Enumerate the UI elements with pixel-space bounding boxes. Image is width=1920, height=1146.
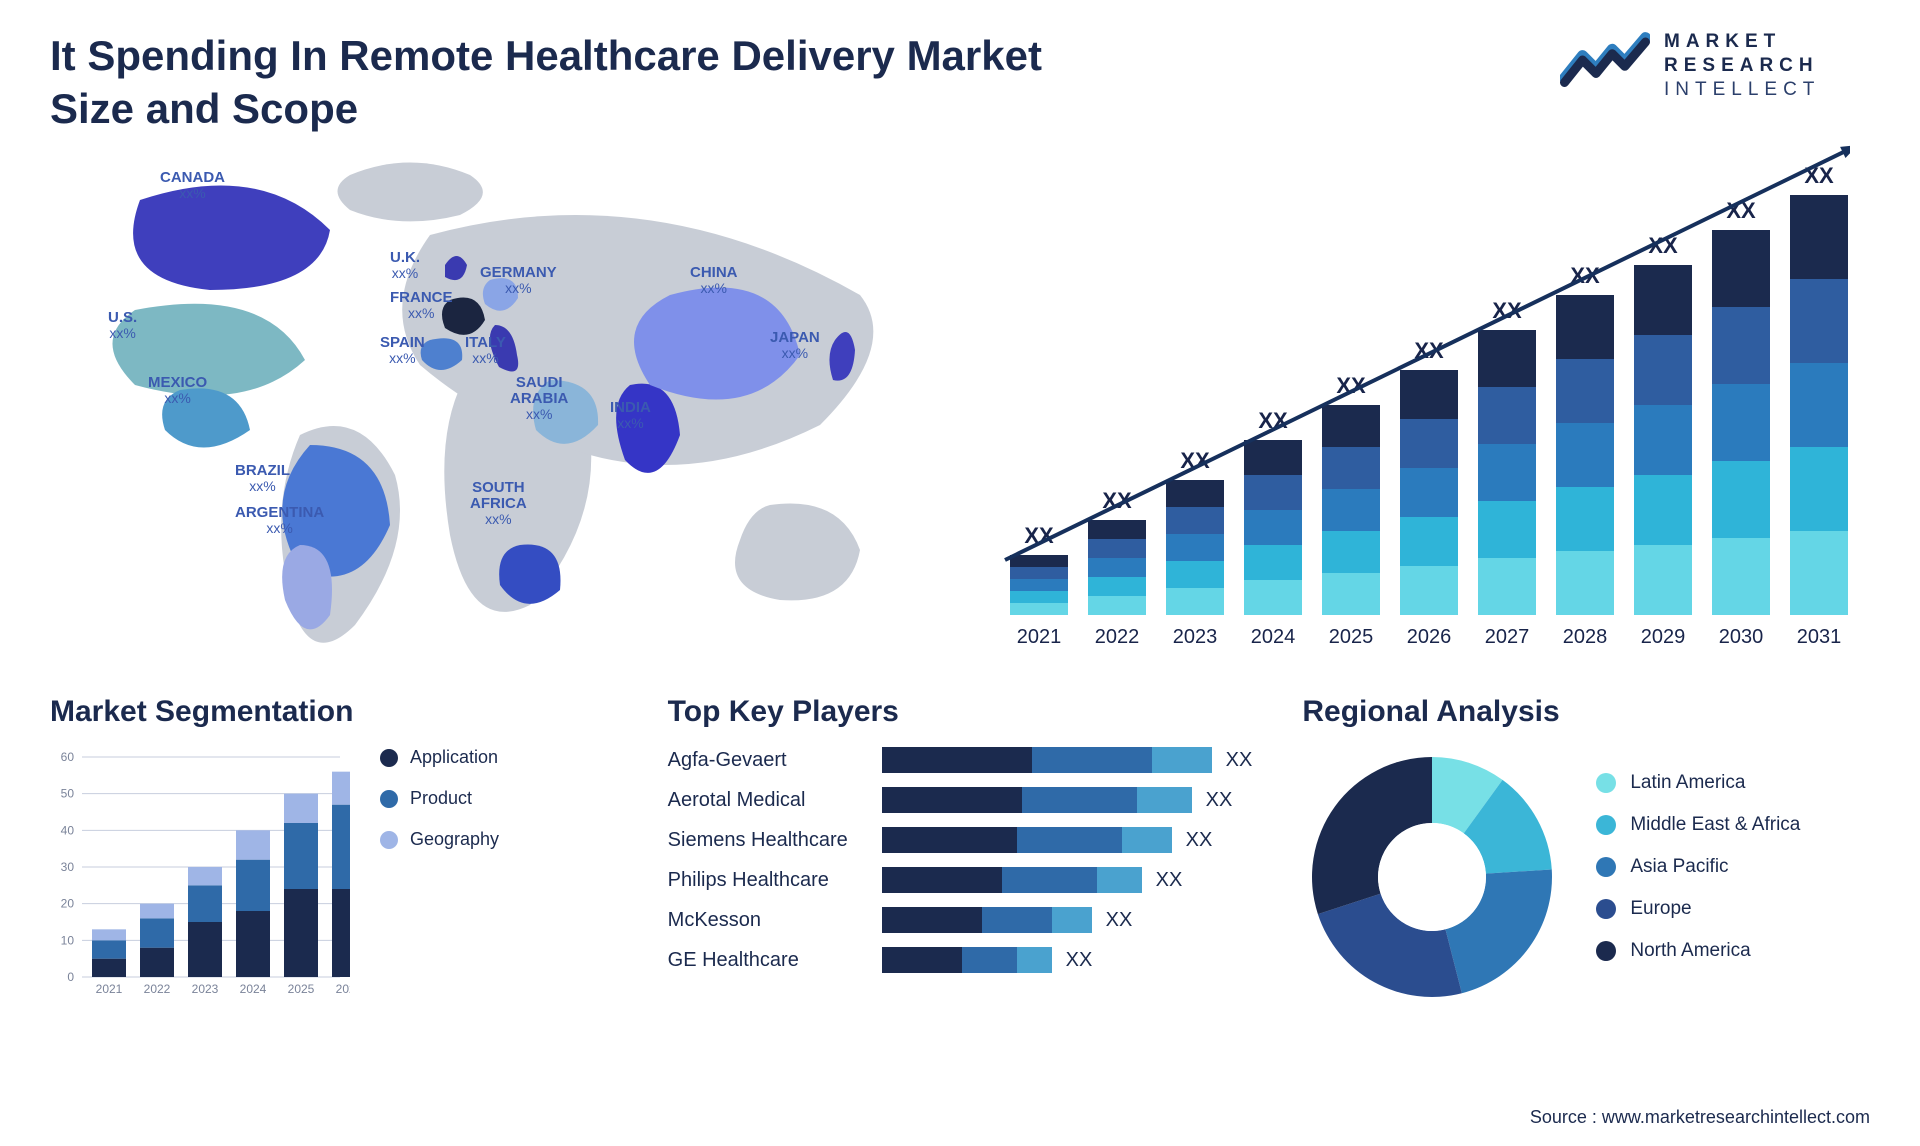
map-label-china: CHINAxx% — [690, 265, 738, 295]
regional-legend-item: Europe — [1596, 898, 1800, 920]
segmentation-chart: 0 10 20 30 40 50 60 2021 2022 2023 2024 2025 2026 — [50, 747, 350, 1007]
forecast-chart: XX2021XX2022XX2023XX2024XX2025XX2026XX20… — [990, 145, 1850, 665]
svg-text:2023: 2023 — [192, 982, 219, 996]
map-label-argentina: ARGENTINAxx% — [235, 505, 324, 535]
player-value: XX — [1156, 869, 1183, 892]
svg-text:2023: 2023 — [1173, 626, 1218, 648]
player-value: XX — [1186, 829, 1213, 852]
logo-text: MARKET RESEARCH INTELLECT — [1664, 30, 1820, 101]
segmentation-legend-item: Application — [380, 747, 499, 768]
svg-text:50: 50 — [61, 787, 75, 801]
player-row: Siemens Healthcare XX — [668, 827, 1253, 853]
player-value: XX — [1106, 909, 1133, 932]
player-bar — [882, 907, 1092, 933]
player-bar — [882, 827, 1172, 853]
player-bar — [882, 867, 1142, 893]
regional-legend-item: North America — [1596, 940, 1800, 962]
svg-text:2030: 2030 — [1719, 626, 1764, 648]
brand-logo: MARKET RESEARCH INTELLECT — [1560, 30, 1870, 135]
map-label-spain: SPAINxx% — [380, 335, 425, 365]
map-label-u-s-: U.S.xx% — [108, 310, 137, 340]
player-bar — [882, 747, 1212, 773]
segmentation-legend-item: Product — [380, 788, 499, 809]
regional-title: Regional Analysis — [1302, 695, 1870, 729]
map-label-france: FRANCExx% — [390, 290, 453, 320]
svg-text:2031: 2031 — [1797, 626, 1842, 648]
segmentation-legend: Application Product Geography — [380, 747, 499, 870]
player-bar — [882, 947, 1052, 973]
player-bar — [882, 787, 1192, 813]
regional-panel: Regional Analysis Latin America Middle Ea… — [1302, 695, 1870, 1007]
regional-donut — [1302, 747, 1562, 1007]
svg-text:2024: 2024 — [240, 982, 267, 996]
segmentation-title: Market Segmentation — [50, 695, 618, 729]
player-row: GE Healthcare XX — [668, 947, 1253, 973]
player-row: McKesson XX — [668, 907, 1253, 933]
svg-text:60: 60 — [61, 750, 75, 764]
svg-text:20: 20 — [61, 897, 75, 911]
svg-text:30: 30 — [61, 860, 75, 874]
segmentation-panel: Market Segmentation 0 10 20 30 40 50 60 2021 202… — [50, 695, 618, 1007]
svg-text:2028: 2028 — [1563, 626, 1608, 648]
map-label-india: INDIAxx% — [610, 400, 651, 430]
svg-text:2024: 2024 — [1251, 626, 1296, 648]
svg-text:2027: 2027 — [1485, 626, 1530, 648]
logo-mark-icon — [1560, 30, 1650, 95]
players-panel: Top Key Players Agfa-GevaertXXAerotal Me… — [668, 695, 1253, 1007]
svg-text:2021: 2021 — [1017, 626, 1062, 648]
player-name: GE Healthcare — [668, 949, 868, 972]
player-value: XX — [1066, 949, 1093, 972]
map-label-saudi-arabia: SAUDIARABIAxx% — [510, 375, 568, 421]
world-map: CANADAxx% U.S.xx% MEXICOxx% BRAZILxx% ARGENT… — [50, 145, 930, 665]
source-label: Source : www.marketresearchintellect.com — [1530, 1107, 1870, 1128]
regional-legend-item: Latin America — [1596, 772, 1800, 794]
svg-text:2022: 2022 — [144, 982, 171, 996]
svg-text:2026: 2026 — [1407, 626, 1452, 648]
map-label-canada: CANADAxx% — [160, 170, 225, 200]
svg-text:2022: 2022 — [1095, 626, 1140, 648]
player-row: Agfa-Gevaert XX — [668, 747, 1253, 773]
players-list: Agfa-GevaertXXAerotal MedicalXXSiemens H… — [668, 747, 1253, 973]
map-label-mexico: MEXICOxx% — [148, 375, 207, 405]
segmentation-legend-item: Geography — [380, 829, 499, 850]
player-row: Philips Healthcare XX — [668, 867, 1253, 893]
svg-text:10: 10 — [61, 933, 75, 947]
svg-text:40: 40 — [61, 823, 75, 837]
map-label-japan: JAPANxx% — [770, 330, 820, 360]
regional-legend-item: Middle East & Africa — [1596, 814, 1800, 836]
player-name: McKesson — [668, 909, 868, 932]
player-name: Philips Healthcare — [668, 869, 868, 892]
regional-legend-item: Asia Pacific — [1596, 856, 1800, 878]
svg-text:2029: 2029 — [1641, 626, 1686, 648]
regional-legend: Latin America Middle East & Africa Asia Pa… — [1596, 772, 1800, 982]
svg-text:0: 0 — [67, 970, 74, 984]
map-label-brazil: BRAZILxx% — [235, 463, 290, 493]
map-label-italy: ITALYxx% — [465, 335, 506, 365]
player-name: Siemens Healthcare — [668, 829, 868, 852]
svg-text:2025: 2025 — [288, 982, 315, 996]
svg-text:2021: 2021 — [96, 982, 123, 996]
players-title: Top Key Players — [668, 695, 1253, 729]
map-label-south-africa: SOUTHAFRICAxx% — [470, 480, 527, 526]
svg-text:2026: 2026 — [336, 982, 350, 996]
player-value: XX — [1226, 749, 1253, 772]
player-value: XX — [1206, 789, 1233, 812]
player-name: Aerotal Medical — [668, 789, 868, 812]
svg-text:2025: 2025 — [1329, 626, 1374, 648]
page-title: It Spending In Remote Healthcare Deliver… — [50, 30, 1050, 135]
player-row: Aerotal Medical XX — [668, 787, 1253, 813]
map-label-germany: GERMANYxx% — [480, 265, 557, 295]
map-label-u-k-: U.K.xx% — [390, 250, 420, 280]
player-name: Agfa-Gevaert — [668, 749, 868, 772]
